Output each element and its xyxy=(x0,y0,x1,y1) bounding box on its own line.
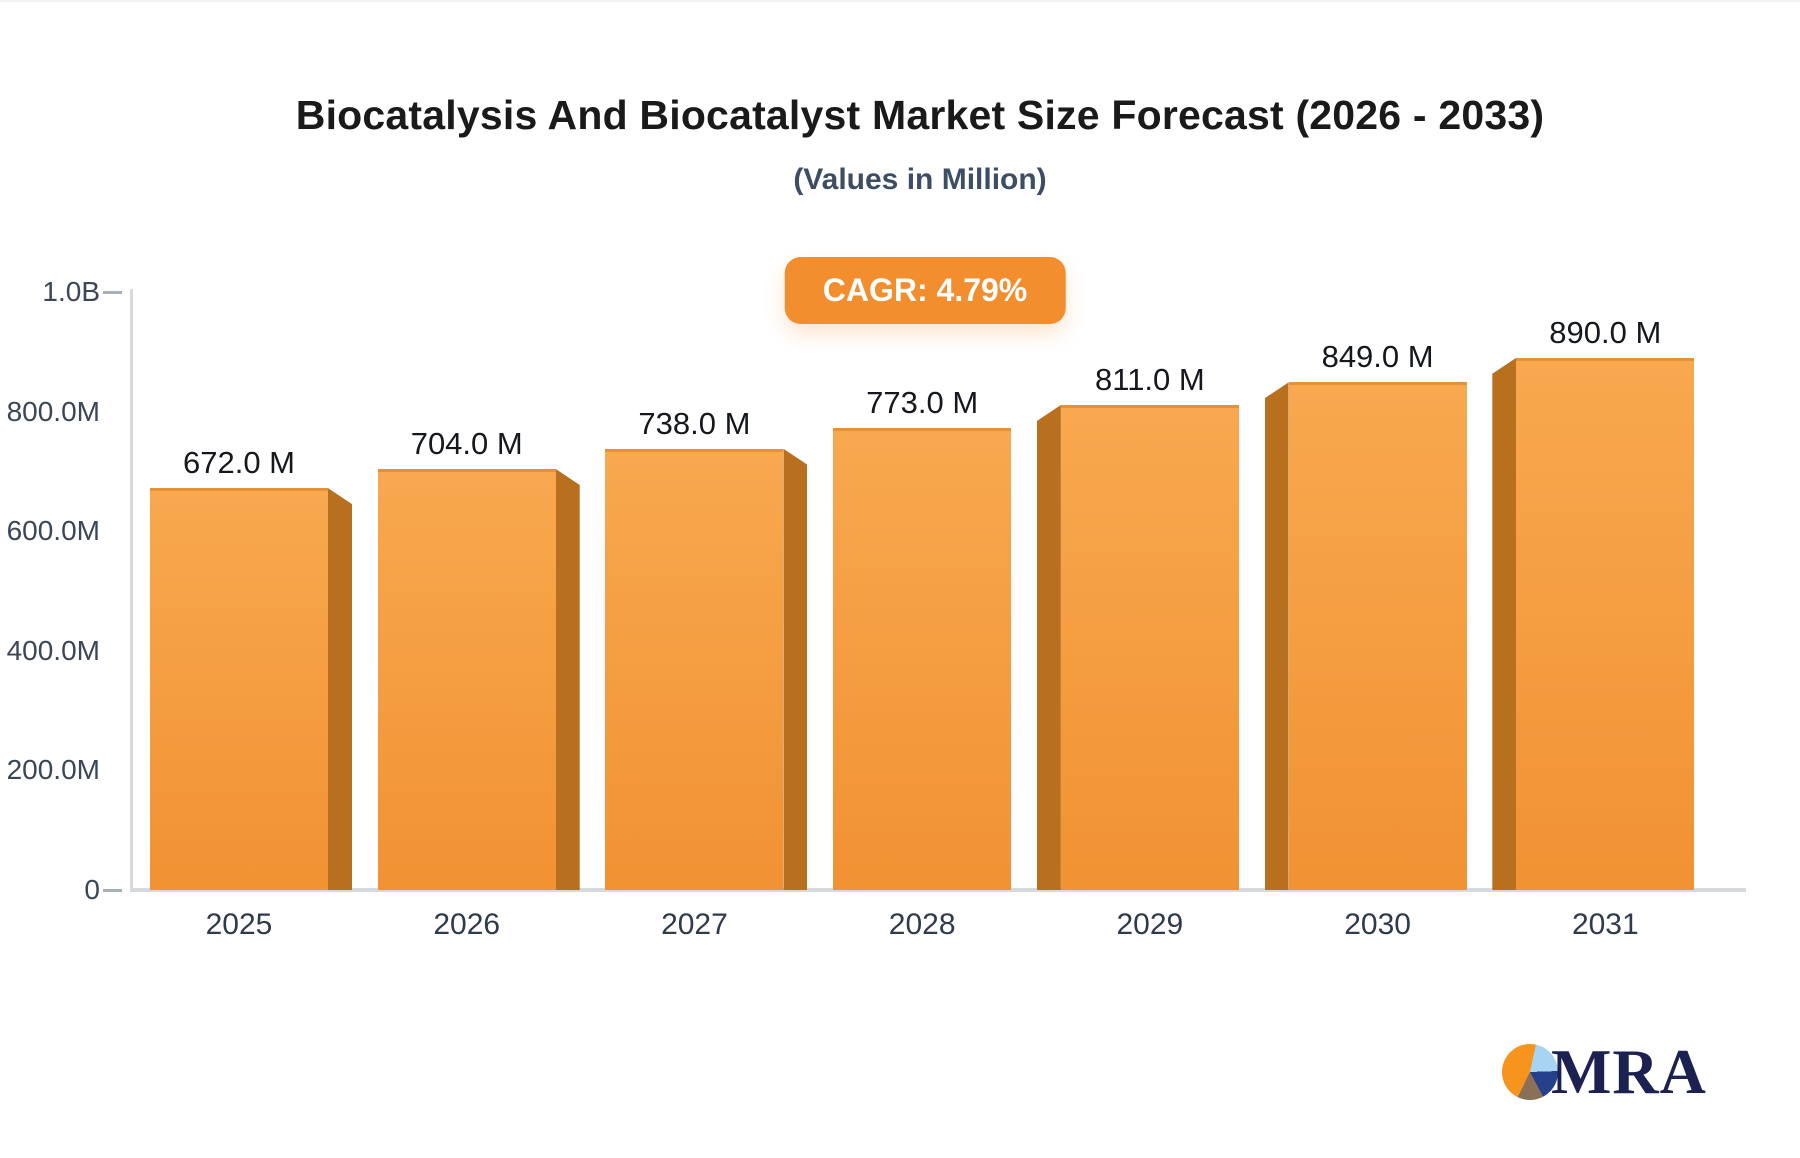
x-axis-label-2028: 2028 xyxy=(888,908,956,941)
bar-2029 xyxy=(1060,405,1239,890)
bar-2026 xyxy=(377,469,556,890)
bar-value-label-2025: 672.0 M xyxy=(182,445,295,481)
y-axis-label-0: 0 xyxy=(84,874,100,905)
bar-column-2025: 672.0 M 2025 xyxy=(150,292,378,941)
bar-2028 xyxy=(833,427,1012,890)
bar-column-2029: 811.0 M 2029 xyxy=(1036,292,1289,941)
bar-side-face-2025 xyxy=(328,488,352,890)
x-axis-label-2031: 2031 xyxy=(1571,908,1639,941)
bar-column-2027: 738.0 M 2027 xyxy=(605,292,833,941)
y-axis-line xyxy=(130,289,133,892)
tick-layer xyxy=(103,291,122,892)
bar-value-label-2026: 704.0 M xyxy=(410,425,523,461)
bar-side-face-2029 xyxy=(1036,405,1061,890)
y-axis-label-200.0M: 200.0M xyxy=(6,754,100,786)
bar-side-face-2031 xyxy=(1492,357,1517,890)
x-axis-label-2026: 2026 xyxy=(433,908,501,941)
y-axis-label-800.0M: 800.0M xyxy=(6,395,100,427)
axis-tick xyxy=(103,889,122,892)
y-axis-label-1.0B: 1.0B xyxy=(42,276,100,307)
x-axis-label-2030: 2030 xyxy=(1344,908,1411,941)
x-axis-baseline xyxy=(130,888,1746,892)
bar-value-label-2028: 773.0 M xyxy=(866,384,979,420)
y-axis: 0 200.0M 400.0M 600.0M 800.0M 1.0B xyxy=(0,276,100,905)
bar-column-2026: 704.0 M 2026 xyxy=(377,292,606,941)
bar-value-label-2027: 738.0 M xyxy=(638,405,751,441)
bar-2027 xyxy=(605,448,784,890)
y-axis-label-600.0M: 600.0M xyxy=(6,515,100,547)
axis-tick xyxy=(103,291,122,294)
bar-2025 xyxy=(150,488,328,890)
x-axis-label-2025: 2025 xyxy=(205,908,273,941)
chart-title: Biocatalysis And Biocatalyst Market Size… xyxy=(295,92,1545,138)
brand-logo: MRA xyxy=(1502,1040,1707,1104)
bar-side-face-2030 xyxy=(1264,382,1289,890)
bar-2030 xyxy=(1288,382,1467,890)
bar-column-2028: 773.0 M 2028 xyxy=(833,292,1061,941)
plot-area: 672.0 M 2025 704.0 M 2026 738.0 M 2027 773.0 M… xyxy=(150,292,1744,941)
y-axis-label-400.0M: 400.0M xyxy=(6,634,100,666)
bar-side-face-2026 xyxy=(555,469,580,890)
bar-2031 xyxy=(1516,357,1695,890)
pie-chart-logo-icon xyxy=(1502,1044,1558,1100)
cagr-badge: CAGR: 4.79% xyxy=(784,257,1066,324)
bar-value-label-2030: 849.0 M xyxy=(1321,339,1434,375)
bar-column-2030: 849.0 M 2030 xyxy=(1264,292,1517,941)
chart-subtitle: (Values in Million) xyxy=(793,163,1047,196)
bar-value-label-2029: 811.0 M xyxy=(1095,361,1205,397)
x-axis-label-2029: 2029 xyxy=(1116,908,1184,941)
bar-column-2031: 890.0 M 2031 xyxy=(1492,292,1744,941)
bar-side-face-2027 xyxy=(783,448,808,890)
brand-logo-text: MRA xyxy=(1551,1036,1707,1107)
x-axis-label-2027: 2027 xyxy=(661,908,728,941)
bar-value-label-2031: 890.0 M xyxy=(1549,314,1662,350)
